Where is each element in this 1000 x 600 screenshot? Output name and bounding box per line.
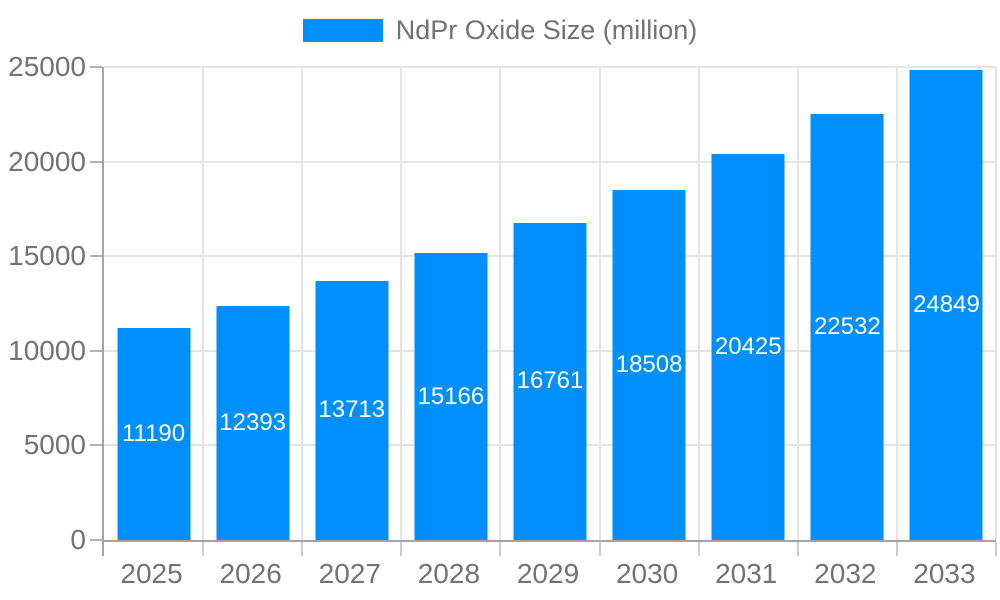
h-gridline: [104, 66, 996, 68]
x-tick-label-2032: 2032: [814, 558, 877, 589]
x-axis-tick: [202, 542, 205, 556]
legend-item-ndpr-oxide-size[interactable]: NdPr Oxide Size (million): [302, 15, 698, 45]
bar-value-label: 11190: [121, 420, 186, 448]
x-tick-label-2033: 2033: [913, 558, 976, 589]
y-axis-tick: [90, 444, 102, 447]
v-gridline: [697, 67, 700, 540]
plot-area: 11190 12393 13713 15166 16761 18508 20425 22532…: [102, 66, 997, 556]
v-gridline: [995, 67, 997, 540]
x-axis-tick: [499, 542, 502, 556]
h-gridline: [104, 160, 996, 163]
x-tick-label-2028: 2028: [417, 558, 481, 589]
x-axis-tick: [995, 542, 997, 556]
x-axis-labels: 2025 2026 2027 2028 2029 2030 2031 2032 2033: [102, 558, 994, 594]
y-tick-label: 5000: [23, 429, 86, 461]
y-axis-tick: [90, 255, 102, 258]
y-axis-tick: [90, 66, 102, 68]
bar-value-label: 16761: [516, 367, 584, 395]
y-tick-label: 10000: [8, 334, 86, 366]
x-tick-label-2030: 2030: [615, 558, 679, 589]
bar-2031[interactable]: 20425: [711, 153, 785, 540]
x-axis-tick: [301, 542, 304, 556]
x-tick-label-2025: 2025: [120, 558, 183, 589]
v-gridline: [598, 67, 601, 540]
bar-2027[interactable]: 13713: [315, 280, 389, 540]
x-axis-tick: [796, 542, 799, 556]
v-gridline: [895, 67, 898, 540]
x-axis-tick: [697, 542, 700, 556]
x-axis-tick: [895, 542, 898, 556]
bar-value-label: 18508: [615, 350, 683, 378]
y-axis-tick: [90, 160, 102, 163]
y-axis-tick: [90, 539, 102, 541]
v-gridline: [796, 67, 799, 540]
v-gridline: [499, 67, 502, 540]
y-tick-label: 25000: [8, 51, 86, 82]
legend-marker-icon: [302, 18, 383, 42]
bar-value-label: 15166: [417, 382, 485, 410]
bar-value-label: 20425: [714, 332, 782, 360]
bar-2028[interactable]: 15166: [414, 253, 488, 540]
bar-2032[interactable]: 22532: [810, 113, 884, 540]
chart-legend: NdPr Oxide Size (million): [0, 16, 1000, 44]
v-gridline: [202, 67, 205, 540]
x-axis-tick: [598, 542, 601, 556]
bar-2033[interactable]: 24849: [909, 69, 983, 540]
bar-value-label: 24849: [913, 290, 980, 318]
bar-2029[interactable]: 16761: [513, 222, 587, 540]
x-axis-tick: [102, 542, 104, 556]
bar-2025[interactable]: 11190: [117, 328, 191, 540]
x-tick-label-2026: 2026: [219, 558, 282, 589]
x-tick-label-2027: 2027: [318, 558, 381, 589]
bar-value-label: 13713: [318, 396, 386, 424]
x-tick-label-2031: 2031: [715, 558, 778, 589]
v-gridline: [400, 67, 403, 540]
y-axis-labels: 0 5000 10000 15000 20000 25000: [0, 51, 86, 555]
bar-2030[interactable]: 18508: [612, 189, 686, 540]
v-gridline: [301, 67, 304, 540]
y-axis-tick: [90, 349, 102, 352]
y-tick-label: 0: [70, 524, 86, 555]
bar-value-label: 22532: [813, 312, 881, 340]
y-tick-label: 15000: [8, 240, 86, 272]
x-tick-label-2029: 2029: [516, 558, 580, 589]
x-axis-tick: [400, 542, 403, 556]
y-tick-label: 20000: [8, 145, 86, 177]
bar-2026[interactable]: 12393: [216, 305, 290, 540]
bar-value-label: 12393: [219, 408, 287, 436]
legend-label: NdPr Oxide Size (million): [395, 15, 698, 45]
y-axis-ticks: [90, 66, 102, 541]
